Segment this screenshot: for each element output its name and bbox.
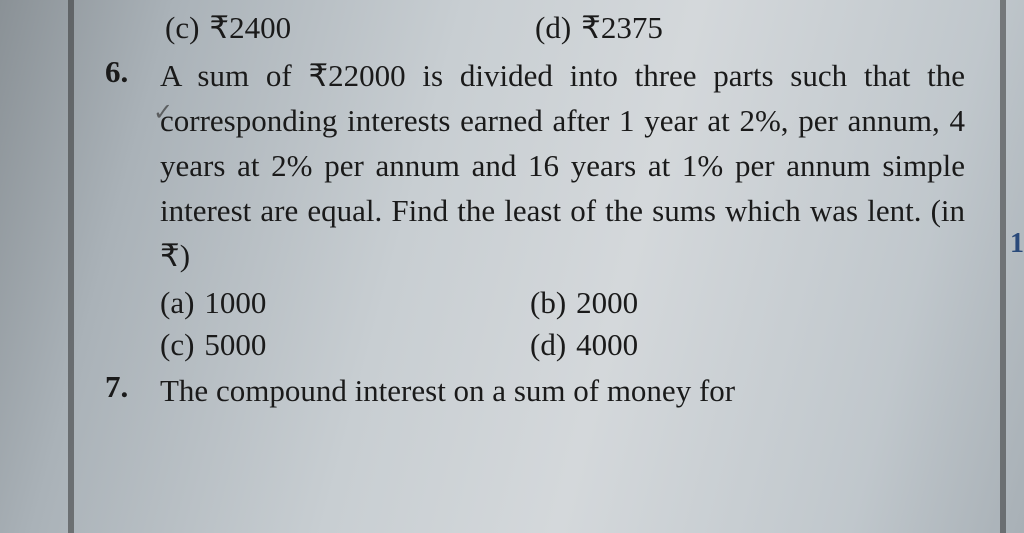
option-label: (d)	[535, 10, 571, 46]
question-6-options: (a) 1000 (b) 2000 (c) 5000 (d) 4000	[105, 285, 975, 363]
option-value: ₹2375	[581, 10, 663, 46]
side-annotation: 1	[1010, 228, 1024, 260]
option-label: (b)	[530, 285, 566, 321]
option-value: 5000	[204, 327, 266, 363]
option-b: (b) 2000	[530, 285, 638, 321]
options-row-2: (c) 5000 (d) 4000	[160, 327, 975, 363]
option-label: (a)	[160, 285, 194, 321]
options-row-1: (a) 1000 (b) 2000	[160, 285, 975, 321]
option-value: 2000	[576, 285, 638, 321]
option-label: (d)	[530, 327, 566, 363]
option-label: (c)	[160, 327, 194, 363]
option-d: (d) 4000	[530, 327, 638, 363]
page-content: (c) ₹2400 (d) ₹2375 6. A sum of ₹22000 i…	[65, 0, 1005, 533]
option-value: 4000	[576, 327, 638, 363]
option-label: (c)	[165, 10, 199, 46]
question-number: 7.	[105, 369, 160, 414]
question-6: 6. A sum of ₹22000 is divided into three…	[105, 54, 975, 279]
question-text: A sum of ₹22000 is divided into three pa…	[160, 54, 975, 279]
prev-question-options-row: (c) ₹2400 (d) ₹2375	[105, 10, 975, 46]
question-text: The compound interest on a sum of money …	[160, 369, 975, 414]
question-7: 7. The compound interest on a sum of mon…	[105, 369, 975, 414]
option-c: (c) 5000	[160, 327, 530, 363]
option-value: ₹2400	[209, 10, 291, 46]
prev-option-d: (d) ₹2375	[535, 10, 663, 46]
prev-option-c: (c) ₹2400	[165, 10, 535, 46]
option-value: 1000	[204, 285, 266, 321]
margin-mark-icon: ✓	[153, 98, 173, 127]
option-a: (a) 1000	[160, 285, 530, 321]
question-number: 6.	[105, 54, 160, 279]
